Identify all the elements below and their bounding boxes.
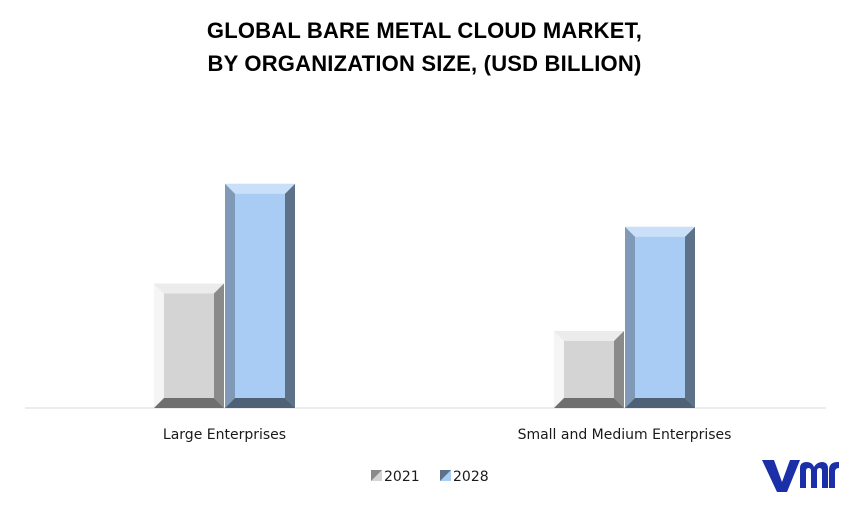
chart-title-line-2: BY ORGANIZATION SIZE, (USD BILLION): [207, 51, 642, 76]
legend-label-2021: 2021: [384, 469, 420, 485]
bar-2028-0: [225, 183, 295, 408]
bar-bevel-top: [625, 226, 695, 237]
legend-swatch-2021: [371, 470, 382, 481]
legend: 2021 2028: [371, 469, 489, 485]
bar-face: [154, 283, 224, 408]
vmr-logo-icon: [762, 460, 839, 492]
category-label-1: Small and Medium Enterprises: [518, 427, 732, 443]
bar-bevel-right: [685, 226, 695, 408]
bar-bevel-left: [225, 183, 235, 408]
legend-swatch-light: [440, 470, 451, 481]
bar-bevel-bottom: [554, 398, 624, 408]
bar-bevel-left: [625, 226, 635, 408]
bar-bevel-bottom: [225, 398, 295, 408]
chart-title: GLOBAL BARE METAL CLOUD MARKET, BY ORGAN…: [0, 14, 849, 80]
legend-swatch-2028: [440, 470, 451, 481]
bar-2021-1: [554, 331, 624, 408]
bar-face: [625, 226, 695, 408]
bar-2021-0: [154, 283, 224, 408]
bar-bevel-right: [214, 283, 224, 408]
bar-face: [554, 331, 624, 408]
bar-bevel-top: [154, 283, 224, 294]
bar-bevel-top: [554, 331, 624, 342]
chart-title-line-1: GLOBAL BARE METAL CLOUD MARKET,: [206, 18, 643, 43]
category-labels: Large Enterprises Small and Medium Enterp…: [163, 427, 732, 443]
bar-bevel-bottom: [154, 398, 224, 408]
legend-label-2028: 2028: [453, 469, 489, 485]
bar-2028-1: [625, 226, 695, 408]
category-label-0: Large Enterprises: [163, 427, 286, 443]
bar-bevel-right: [614, 331, 624, 408]
bar-bevel-right: [285, 183, 295, 408]
bars-group: [154, 183, 695, 408]
legend-swatch-light: [371, 470, 382, 481]
bar-face: [225, 183, 295, 408]
bar-bevel-top: [225, 183, 295, 194]
bar-bevel-left: [154, 283, 164, 408]
bar-bevel-left: [554, 331, 564, 408]
bar-bevel-bottom: [625, 398, 695, 408]
